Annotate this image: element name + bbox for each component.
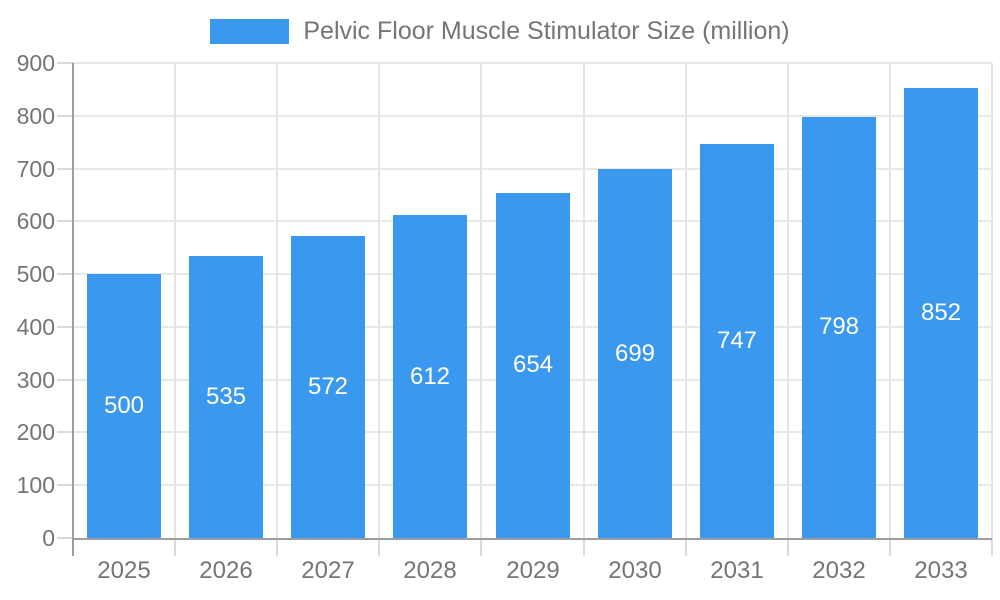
y-axis-tick	[57, 537, 73, 539]
y-gridline	[73, 168, 992, 170]
x-axis-tick	[991, 538, 993, 556]
x-axis-label: 2026	[199, 557, 253, 584]
x-axis-label: 2031	[710, 557, 764, 584]
bar-value-label: 699	[614, 340, 656, 367]
y-axis-tick	[57, 115, 73, 117]
y-axis-label: 300	[16, 367, 55, 393]
y-gridline	[73, 62, 992, 64]
bar-2030[interactable]	[598, 169, 672, 538]
x-axis-label: 2033	[914, 557, 968, 584]
x-axis-label: 2025	[97, 557, 151, 584]
x-axis-label: 2027	[301, 557, 355, 584]
bar-2028[interactable]	[393, 215, 467, 538]
bar-2029[interactable]	[496, 193, 570, 538]
x-gridline	[583, 63, 585, 538]
x-axis-label: 2029	[506, 557, 560, 584]
x-axis-label: 2028	[403, 557, 457, 584]
y-axis-label: 0	[42, 525, 55, 551]
bar-value-label: 535	[205, 383, 247, 410]
x-axis-label: 2032	[812, 557, 866, 584]
bar-2025[interactable]	[87, 274, 161, 538]
bar-value-label: 572	[307, 373, 349, 400]
x-axis-tick	[685, 538, 687, 556]
y-axis-label: 700	[16, 156, 55, 182]
x-axis-tick	[378, 538, 380, 556]
x-axis-line	[73, 538, 992, 540]
bar-value-label: 654	[512, 351, 554, 378]
y-axis-label: 800	[16, 103, 55, 129]
y-axis-line	[72, 63, 74, 556]
y-axis-label: 500	[16, 261, 55, 287]
y-axis-label: 100	[16, 472, 55, 498]
bar-2032[interactable]	[802, 117, 876, 538]
x-gridline	[991, 63, 993, 538]
x-gridline	[276, 63, 278, 538]
bar-value-label: 852	[920, 299, 962, 326]
y-axis-label: 900	[16, 50, 55, 76]
x-axis-label: 2030	[608, 557, 662, 584]
y-axis-tick	[57, 62, 73, 64]
x-gridline	[480, 63, 482, 538]
x-axis-tick	[787, 538, 789, 556]
x-axis-tick	[583, 538, 585, 556]
chart-legend[interactable]: Pelvic Floor Muscle Stimulator Size (mil…	[0, 17, 1000, 46]
legend-series-label: Pelvic Floor Muscle Stimulator Size (mil…	[303, 17, 790, 45]
bar-value-label: 747	[716, 327, 758, 354]
bar-2026[interactable]	[189, 256, 263, 538]
y-axis-tick	[57, 168, 73, 170]
y-axis-tick	[57, 484, 73, 486]
y-axis-tick	[57, 326, 73, 328]
y-axis-label: 200	[16, 419, 55, 445]
y-axis-tick	[57, 273, 73, 275]
y-axis-label: 400	[16, 314, 55, 340]
bar-2033[interactable]	[904, 88, 978, 538]
x-axis-tick	[480, 538, 482, 556]
y-axis-tick	[57, 431, 73, 433]
bar-value-label: 612	[409, 363, 451, 390]
x-axis-tick	[174, 538, 176, 556]
bar-value-label: 500	[103, 392, 145, 419]
x-gridline	[787, 63, 789, 538]
y-axis-tick	[57, 220, 73, 222]
y-axis-tick	[57, 379, 73, 381]
bar-2027[interactable]	[291, 236, 365, 538]
x-axis-tick	[276, 538, 278, 556]
x-gridline	[685, 63, 687, 538]
y-gridline	[73, 115, 992, 117]
x-gridline	[889, 63, 891, 538]
y-axis-label: 600	[16, 208, 55, 234]
bar-value-label: 798	[818, 313, 860, 340]
x-gridline	[174, 63, 176, 538]
x-axis-tick	[889, 538, 891, 556]
bar-2031[interactable]	[700, 144, 774, 538]
legend-swatch-icon	[210, 19, 290, 44]
x-gridline	[378, 63, 380, 538]
